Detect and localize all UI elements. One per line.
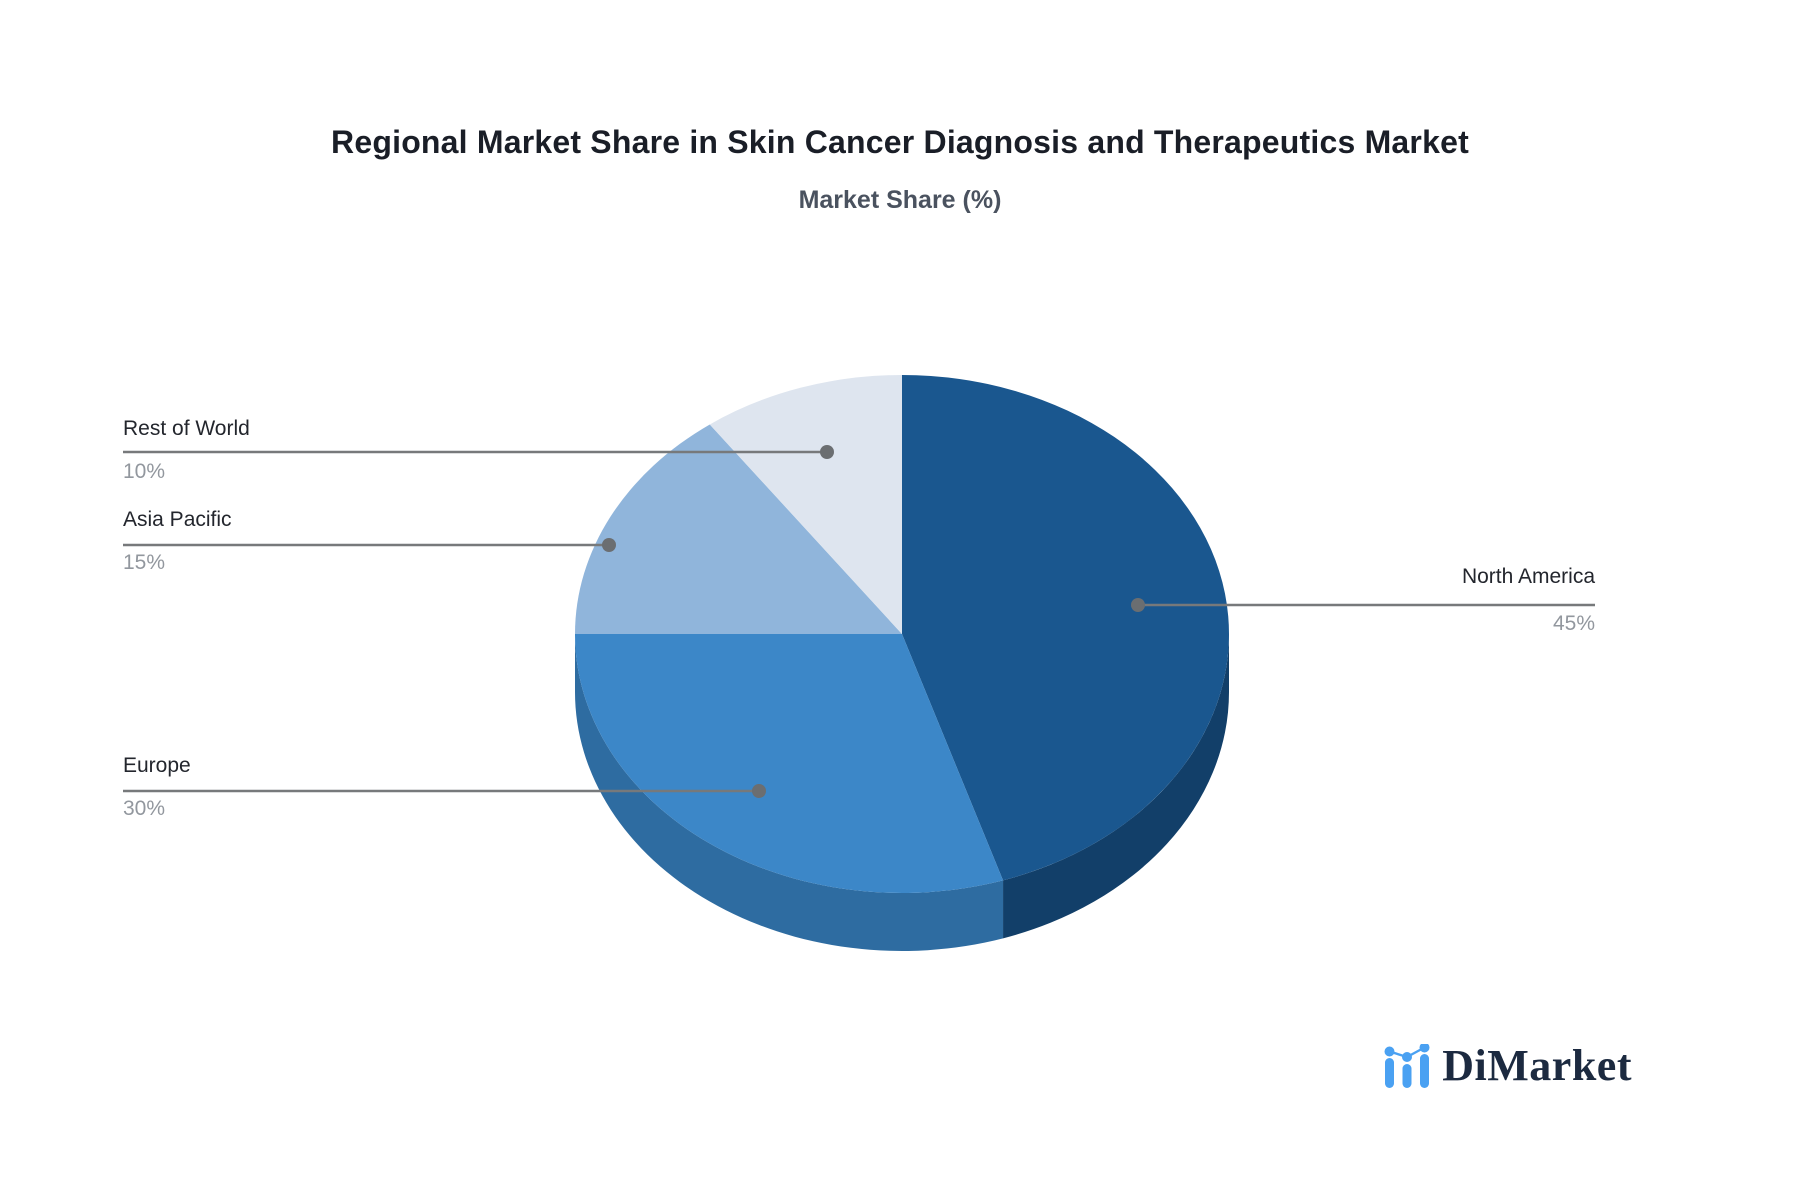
callout-value-asia-pacific: 15%	[123, 551, 166, 574]
callout-label-rest-of-world: Rest of World	[123, 417, 250, 440]
callout-value-europe: 30%	[123, 797, 166, 820]
callout-value-rest-of-world: 10%	[123, 460, 166, 483]
leader-dot-rest-of-world	[820, 445, 834, 459]
chart-title: Regional Market Share in Skin Cancer Dia…	[331, 124, 1469, 160]
leader-dot-north-america	[1131, 598, 1145, 612]
brand-name: DiMarket	[1442, 1041, 1632, 1090]
callout-label-europe: Europe	[123, 754, 191, 777]
pie-side-north-america	[1003, 634, 1229, 939]
pie-slice-rest-of-world	[709, 375, 902, 634]
chart-subtitle: Market Share (%)	[798, 186, 1002, 214]
pie-slice-north-america	[902, 375, 1229, 881]
pie-slice-europe	[575, 634, 1004, 893]
pie-slice-asia-pacific	[575, 424, 902, 634]
leader-dot-europe	[752, 784, 766, 798]
pie-side-europe	[575, 634, 1004, 951]
callout-label-north-america: North America	[1461, 565, 1595, 588]
brand-logo: DiMarket	[1384, 1038, 1632, 1094]
bar-line-chart-icon	[1384, 1044, 1430, 1088]
leader-dot-asia-pacific	[602, 538, 616, 552]
callout-label-asia-pacific: Asia Pacific	[123, 508, 232, 531]
callout-value-north-america: 45%	[1552, 612, 1595, 635]
